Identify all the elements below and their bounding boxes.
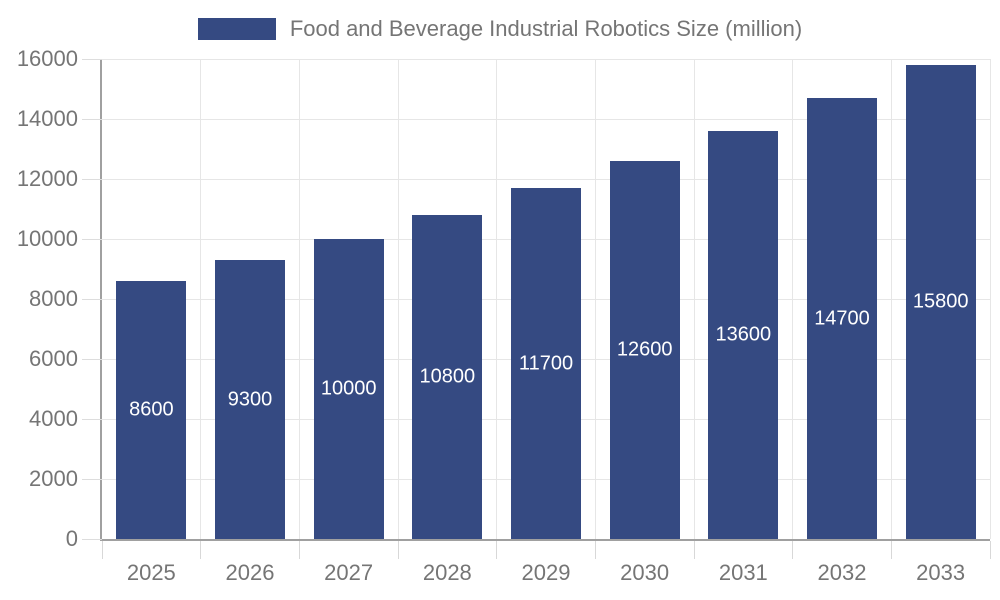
x-axis-tick — [693, 541, 695, 559]
x-axis-tick-label: 2033 — [916, 560, 966, 585]
legend-swatch — [197, 18, 276, 40]
y-axis-tick — [82, 358, 102, 360]
gridline-vertical — [298, 59, 300, 539]
x-axis-tick-label: 2029 — [521, 560, 571, 585]
bar[interactable]: 14700 — [807, 98, 877, 539]
gridline-vertical — [792, 59, 794, 539]
gridline-horizontal — [102, 178, 990, 180]
x-axis-tick-label: 2027 — [324, 560, 374, 585]
y-axis-tick — [82, 238, 102, 240]
y-axis-tick — [82, 298, 102, 300]
x-axis-tick — [792, 541, 794, 559]
x-axis-tick — [298, 541, 300, 559]
y-axis-tick — [82, 418, 102, 420]
x-axis-tick — [101, 541, 103, 559]
bar[interactable]: 8600 — [116, 281, 187, 539]
bar[interactable]: 10800 — [412, 215, 483, 539]
x-axis-tick-label: 2026 — [225, 560, 275, 585]
bar-value-label: 11700 — [518, 352, 574, 374]
gridline-horizontal — [102, 58, 990, 60]
bar-value-label: 10000 — [320, 377, 377, 400]
x-axis-tick — [890, 541, 892, 559]
y-axis-tick-label: 2000 — [29, 466, 78, 491]
bar[interactable]: 12600 — [609, 161, 680, 539]
x-axis-tick — [200, 541, 202, 559]
bar-value-label: 8600 — [129, 398, 174, 421]
y-axis-tick-label: 6000 — [29, 346, 78, 371]
gridline-vertical — [989, 59, 991, 539]
y-axis-tick-label: 14000 — [16, 106, 78, 131]
bar-value-label: 13600 — [715, 323, 772, 346]
x-axis-tick — [594, 541, 596, 559]
gridline-horizontal — [102, 118, 990, 120]
x-axis-tick — [496, 541, 498, 559]
x-axis-tick — [989, 541, 991, 559]
gridline-vertical — [594, 59, 596, 539]
x-axis-tick-label: 2025 — [126, 560, 176, 585]
gridline-vertical — [397, 59, 399, 539]
y-axis-tick-label: 12000 — [16, 166, 78, 191]
y-axis-tick-label: 4000 — [29, 406, 78, 431]
y-axis-tick-label: 10000 — [16, 226, 78, 251]
x-axis-tick-label: 2030 — [620, 560, 670, 585]
bar[interactable]: 15800 — [905, 65, 976, 539]
bar[interactable]: 10000 — [313, 239, 384, 539]
x-axis-tick — [397, 541, 399, 559]
x-axis-tick-label: 2028 — [422, 560, 472, 585]
y-axis-tick — [82, 118, 102, 120]
y-axis-tick — [82, 58, 102, 60]
y-axis-tick-label: 8000 — [29, 286, 78, 311]
legend-label: Food and Beverage Industrial Robotics Si… — [289, 16, 803, 41]
gridline-vertical — [200, 59, 202, 539]
bar-value-label: 10800 — [419, 365, 476, 388]
gridline-vertical — [890, 59, 892, 539]
x-axis-tick-label: 2031 — [718, 560, 768, 585]
plot-area: 0 2000 4000 6000 8000 10000 12000 14000 16000 860… — [17, 48, 991, 584]
bar-value-label: 14700 — [814, 307, 870, 329]
x-axis-tick-label: 2032 — [817, 560, 867, 585]
bar[interactable]: 11700 — [511, 188, 581, 539]
y-axis-tick — [82, 478, 102, 480]
bar-value-label: 9300 — [227, 388, 273, 410]
bar-value-label: 12600 — [616, 338, 673, 361]
bar[interactable]: 13600 — [708, 131, 779, 539]
legend[interactable]: Food and Beverage Industrial Robotics Si… — [0, 16, 1000, 42]
bar[interactable]: 9300 — [215, 260, 285, 539]
y-axis-tick — [82, 538, 102, 540]
y-axis-tick-label: 0 — [65, 526, 78, 551]
y-axis-tick-label: 16000 — [16, 46, 78, 71]
gridline-vertical — [496, 59, 498, 539]
bar-value-label: 15800 — [912, 290, 969, 313]
y-axis-tick — [82, 178, 102, 180]
gridline-vertical — [693, 59, 695, 539]
